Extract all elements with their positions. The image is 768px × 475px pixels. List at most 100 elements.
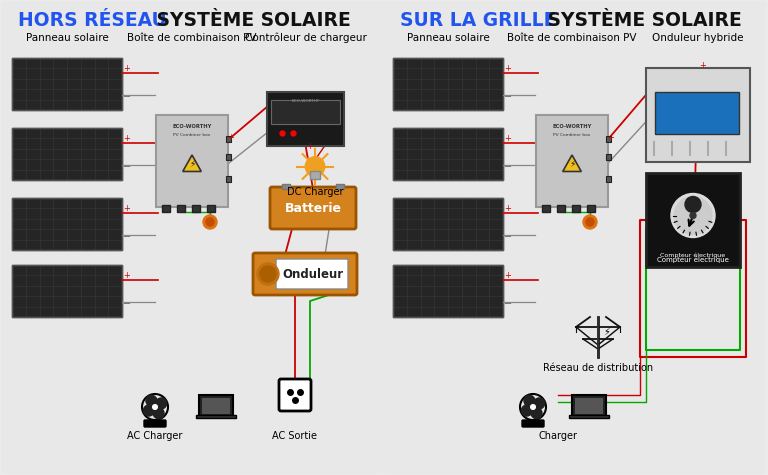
Text: PV Combiner box: PV Combiner box [554,133,591,137]
FancyBboxPatch shape [192,205,200,212]
FancyBboxPatch shape [310,171,320,179]
FancyBboxPatch shape [226,176,231,181]
FancyBboxPatch shape [572,205,580,212]
Circle shape [146,395,157,406]
FancyBboxPatch shape [606,153,611,160]
Circle shape [521,405,532,416]
Text: AC Charger: AC Charger [127,431,183,441]
FancyBboxPatch shape [276,259,348,289]
Text: ECO-WORTHY: ECO-WORTHY [172,124,212,130]
Circle shape [685,197,701,212]
FancyBboxPatch shape [336,184,344,189]
Text: Batterie: Batterie [284,201,342,215]
Circle shape [531,408,542,418]
Text: +: + [504,204,511,212]
Text: Onduleur hybride: Onduleur hybride [652,33,743,43]
Circle shape [203,215,217,229]
FancyBboxPatch shape [144,420,166,427]
FancyBboxPatch shape [253,253,357,295]
Circle shape [206,218,214,226]
FancyBboxPatch shape [646,68,750,162]
Circle shape [534,398,545,409]
FancyBboxPatch shape [393,128,503,180]
Circle shape [586,218,594,226]
Circle shape [156,398,167,409]
Text: +: + [123,133,130,142]
Circle shape [153,405,157,409]
FancyBboxPatch shape [569,415,609,418]
FancyBboxPatch shape [557,205,565,212]
Polygon shape [183,155,201,171]
Text: ⚡: ⚡ [189,160,195,169]
FancyBboxPatch shape [383,1,766,474]
Text: HORS RÉSEAU: HORS RÉSEAU [18,11,167,30]
FancyBboxPatch shape [606,136,611,142]
FancyBboxPatch shape [587,205,595,212]
Circle shape [531,405,535,409]
FancyBboxPatch shape [279,379,311,411]
Text: −: − [123,299,131,309]
FancyBboxPatch shape [655,92,739,134]
Text: ECO-WORTHY: ECO-WORTHY [291,99,319,103]
Text: −: − [504,299,512,309]
FancyBboxPatch shape [12,265,122,317]
Text: +: + [607,133,614,142]
Text: +: + [504,271,511,280]
FancyBboxPatch shape [162,205,170,212]
Text: Compteur électrique: Compteur électrique [660,252,726,258]
Circle shape [671,193,715,238]
FancyBboxPatch shape [156,115,228,207]
FancyBboxPatch shape [12,128,122,180]
FancyBboxPatch shape [267,92,344,146]
FancyBboxPatch shape [1,1,384,474]
FancyBboxPatch shape [646,173,740,267]
FancyBboxPatch shape [226,153,231,160]
Text: SYSTÈME SOLAIRE: SYSTÈME SOLAIRE [541,11,742,30]
Text: +: + [123,64,130,73]
FancyBboxPatch shape [536,115,608,207]
Text: +: + [504,64,511,73]
Text: +: + [123,271,130,280]
FancyBboxPatch shape [196,415,236,418]
Text: SYSTÈME SOLAIRE: SYSTÈME SOLAIRE [150,11,351,30]
Text: Charger: Charger [538,431,578,441]
FancyBboxPatch shape [271,100,340,124]
Text: −: − [504,232,512,242]
Text: −: − [504,93,512,103]
Text: Panneau solaire: Panneau solaire [406,33,489,43]
Text: Boîte de combinaison PV: Boîte de combinaison PV [507,33,637,43]
Circle shape [257,263,279,285]
Circle shape [260,266,276,282]
FancyBboxPatch shape [12,198,122,250]
Text: −: − [123,162,131,172]
Circle shape [144,405,154,416]
Text: +: + [227,133,234,142]
Text: Boîte de combinaison PV: Boîte de combinaison PV [127,33,257,43]
Text: ⚡: ⚡ [569,160,575,169]
Text: ⚡: ⚡ [603,327,610,337]
Text: SUR LA GRILLE: SUR LA GRILLE [400,11,556,30]
FancyBboxPatch shape [606,176,611,181]
FancyBboxPatch shape [572,395,606,417]
Text: AC Sortie: AC Sortie [273,431,317,441]
FancyBboxPatch shape [393,265,503,317]
FancyBboxPatch shape [177,205,185,212]
FancyBboxPatch shape [270,187,356,229]
Text: −: − [123,93,131,103]
Text: ECO-WORTHY: ECO-WORTHY [552,124,591,130]
Circle shape [153,408,164,418]
FancyBboxPatch shape [12,58,122,110]
Circle shape [305,157,325,176]
Text: PV Combiner box: PV Combiner box [174,133,210,137]
Text: Réseau de distribution: Réseau de distribution [543,363,653,373]
FancyBboxPatch shape [226,136,231,142]
FancyBboxPatch shape [522,420,544,427]
Polygon shape [563,155,581,171]
Text: −: − [504,162,512,172]
Text: −: − [123,232,131,242]
FancyBboxPatch shape [199,395,233,417]
FancyBboxPatch shape [282,184,290,189]
Text: +: + [699,61,706,70]
Circle shape [524,395,535,406]
Circle shape [690,212,696,219]
